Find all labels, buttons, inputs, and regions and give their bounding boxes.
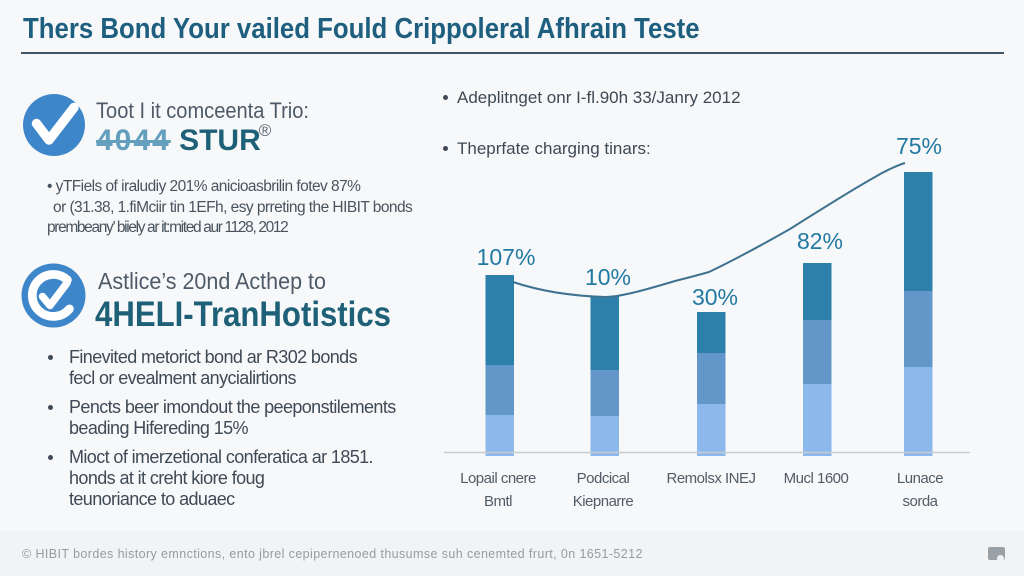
svg-text:107%: 107% (477, 244, 536, 270)
svg-text:10%: 10% (585, 264, 631, 290)
svg-text:Bmtl: Bmtl (484, 493, 512, 510)
svg-text:Mucl 1600: Mucl 1600 (784, 470, 849, 487)
svg-text:30%: 30% (692, 284, 738, 310)
svg-text:Kiepnarre: Kiepnarre (573, 493, 634, 510)
svg-text:Remolsx INEJ: Remolsx INEJ (666, 470, 755, 487)
svg-text:Podcical: Podcical (577, 470, 630, 487)
svg-text:82%: 82% (797, 228, 843, 254)
svg-text:Lunace: Lunace (897, 470, 943, 487)
svg-text:75%: 75% (896, 133, 942, 159)
svg-text:Lopail cnere: Lopail cnere (460, 470, 536, 487)
svg-text:sorda: sorda (902, 493, 938, 510)
